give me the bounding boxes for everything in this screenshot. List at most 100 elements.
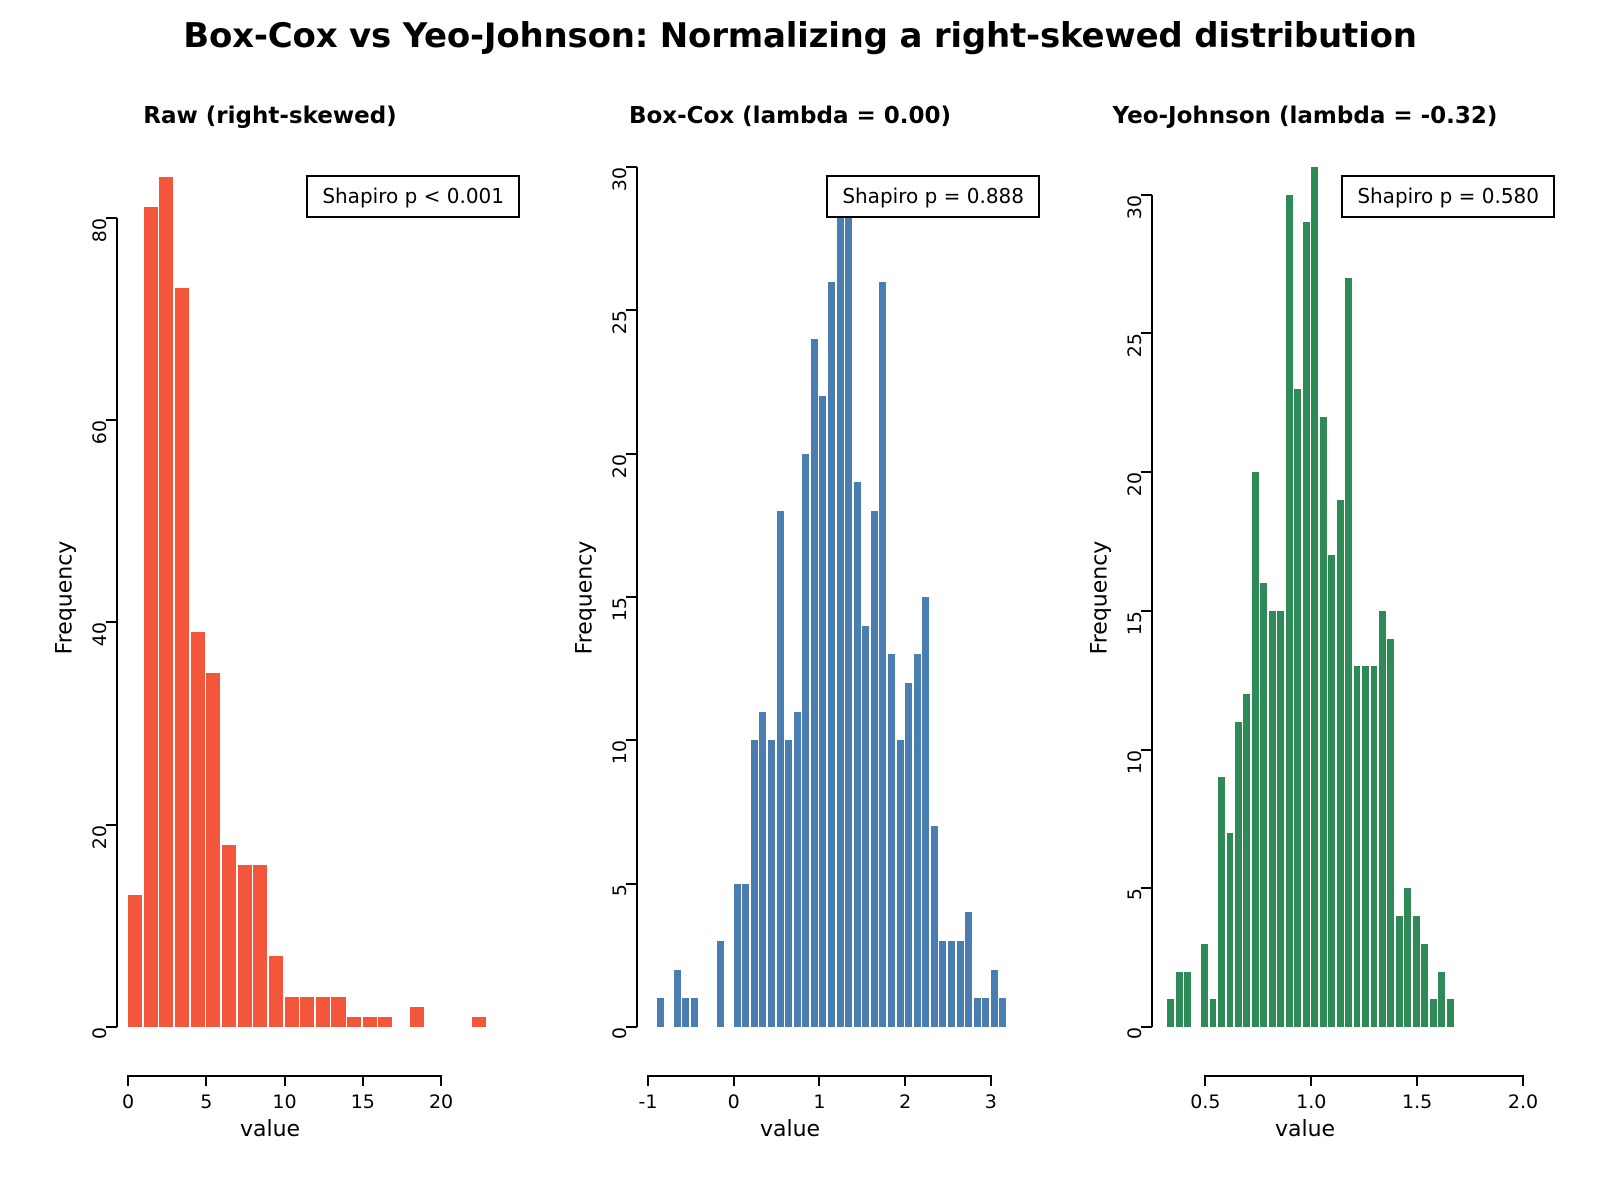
histogram-bar [819, 396, 827, 1027]
plot-area-raw [128, 167, 488, 1027]
x-axis-tick-label: 1 [813, 1091, 826, 1113]
histogram-bar [956, 941, 964, 1027]
histogram-bar [1362, 666, 1369, 1027]
shapiro-annotation-yeojohnson: Shapiro p = 0.580 [1341, 175, 1555, 218]
x-axis-tick-label: 5 [200, 1091, 213, 1113]
y-axis-tick [1141, 887, 1152, 890]
page-title: Box-Cox vs Yeo-Johnson: Normalizing a ri… [183, 16, 1417, 56]
histogram-bar [673, 969, 681, 1027]
y-axis-tick [1141, 748, 1152, 751]
histogram-bar [776, 511, 784, 1027]
plot-area-boxcox [648, 167, 1008, 1027]
y-axis-tick-label: 20 [89, 824, 111, 849]
histogram-bar [913, 654, 921, 1027]
y-axis-tick-label: 60 [89, 419, 111, 445]
histogram-bar [362, 1016, 377, 1027]
y-axis-line [636, 167, 638, 1027]
histogram-bar [982, 998, 990, 1027]
panel-title-raw: Raw (right-skewed) [143, 103, 397, 129]
histogram-bar [347, 1016, 362, 1027]
x-axis-tick-label: 0 [121, 1091, 135, 1113]
histogram-bar [315, 996, 330, 1027]
x-axis-tick-label: 1.0 [1296, 1091, 1327, 1113]
x-axis-tick [440, 1075, 443, 1086]
histogram-bar [378, 1016, 393, 1027]
histogram-bar [1175, 971, 1183, 1027]
histogram-bar [472, 1016, 487, 1027]
histogram-bar [888, 654, 895, 1027]
histogram-bar [190, 632, 205, 1027]
histogram-bar [999, 998, 1007, 1027]
histogram-bar [973, 998, 981, 1027]
histogram-bar [879, 281, 887, 1027]
y-axis-tick-label: 0 [89, 1027, 111, 1040]
y-axis-tick-label: 0 [609, 1027, 631, 1040]
plot-area-yeojohnson [1163, 167, 1523, 1027]
y-axis-tick [1141, 332, 1152, 335]
y-axis-tick [106, 621, 117, 624]
histogram-bar [1404, 888, 1412, 1027]
x-axis-tick [1522, 1075, 1524, 1086]
histogram-bar [1285, 194, 1293, 1027]
histogram-bar [853, 482, 861, 1027]
histogram-bar [965, 912, 973, 1027]
y-axis-tick [626, 596, 637, 598]
x-axis-title-raw: value [239, 1117, 301, 1142]
histogram-bar [174, 288, 189, 1027]
histogram-bar [237, 865, 252, 1027]
x-axis-tick [1310, 1075, 1313, 1086]
y-axis-tick-label: 25 [1124, 333, 1146, 358]
histogram-bars-yeojohnson [1163, 167, 1523, 1027]
y-axis-tick [626, 882, 637, 885]
histogram-bar [1167, 999, 1175, 1027]
histogram-bar [716, 941, 724, 1027]
x-axis-tick [989, 1075, 992, 1086]
y-axis-title-raw: Frequency [52, 540, 78, 655]
histogram-bar [1395, 916, 1403, 1027]
x-axis-tick [904, 1075, 907, 1086]
histogram-bar [1353, 666, 1361, 1027]
histogram-bar [1387, 638, 1395, 1027]
histogram-bar [128, 895, 143, 1027]
y-axis-tick-label: 30 [609, 167, 631, 192]
y-axis-tick-label: 5 [1124, 888, 1146, 901]
panel-yeojohnson: Yeo-Johnson (lambda = -0.32) Shapiro p =… [1045, 95, 1565, 1165]
y-axis-tick-label: 15 [609, 597, 631, 622]
histogram-bar [768, 740, 775, 1027]
histogram-bar [1446, 999, 1454, 1027]
histogram-bar [802, 453, 810, 1027]
x-axis-tick-label: 2.0 [1507, 1091, 1539, 1113]
histogram-bar [268, 956, 283, 1027]
y-axis-tick [1141, 1026, 1152, 1028]
panel-title-yeojohnson: Yeo-Johnson (lambda = -0.32) [1112, 103, 1498, 129]
x-axis-tick-label: 10 [272, 1091, 297, 1113]
x-axis-tick [647, 1075, 649, 1086]
shapiro-annotation-boxcox: Shapiro p = 0.888 [826, 175, 1040, 218]
x-axis-tick-label: 1.5 [1402, 1091, 1433, 1113]
y-axis-tick [1141, 471, 1152, 474]
histogram-bar [284, 996, 299, 1027]
histogram-bar [733, 883, 741, 1027]
histogram-bar [1328, 555, 1336, 1027]
histogram-bar [690, 998, 698, 1027]
y-axis-tick-label: 10 [1124, 749, 1146, 774]
histogram-bar [759, 711, 767, 1027]
y-axis-tick [626, 309, 637, 312]
x-axis-tick-label: 15 [350, 1091, 375, 1113]
histogram-bar [1243, 694, 1251, 1027]
panel-boxcox: Box-Cox (lambda = 0.00) Shapiro p = 0.88… [530, 95, 1050, 1165]
y-axis-tick [626, 739, 637, 742]
y-axis-tick-label: 25 [609, 310, 631, 335]
histogram-bar [836, 195, 844, 1027]
histogram-bar [828, 281, 835, 1027]
histogram-bar [810, 339, 818, 1027]
x-axis-tick [283, 1075, 286, 1086]
y-axis-line [1151, 194, 1153, 1027]
histogram-bar [409, 1006, 424, 1027]
histogram-bar [143, 207, 158, 1027]
histogram-bar [862, 625, 870, 1027]
histogram-bar [1277, 610, 1285, 1027]
x-axis-tick-label: 3 [984, 1091, 997, 1113]
shapiro-annotation-raw: Shapiro p < 0.001 [306, 175, 520, 218]
x-axis-tick [1416, 1075, 1419, 1086]
